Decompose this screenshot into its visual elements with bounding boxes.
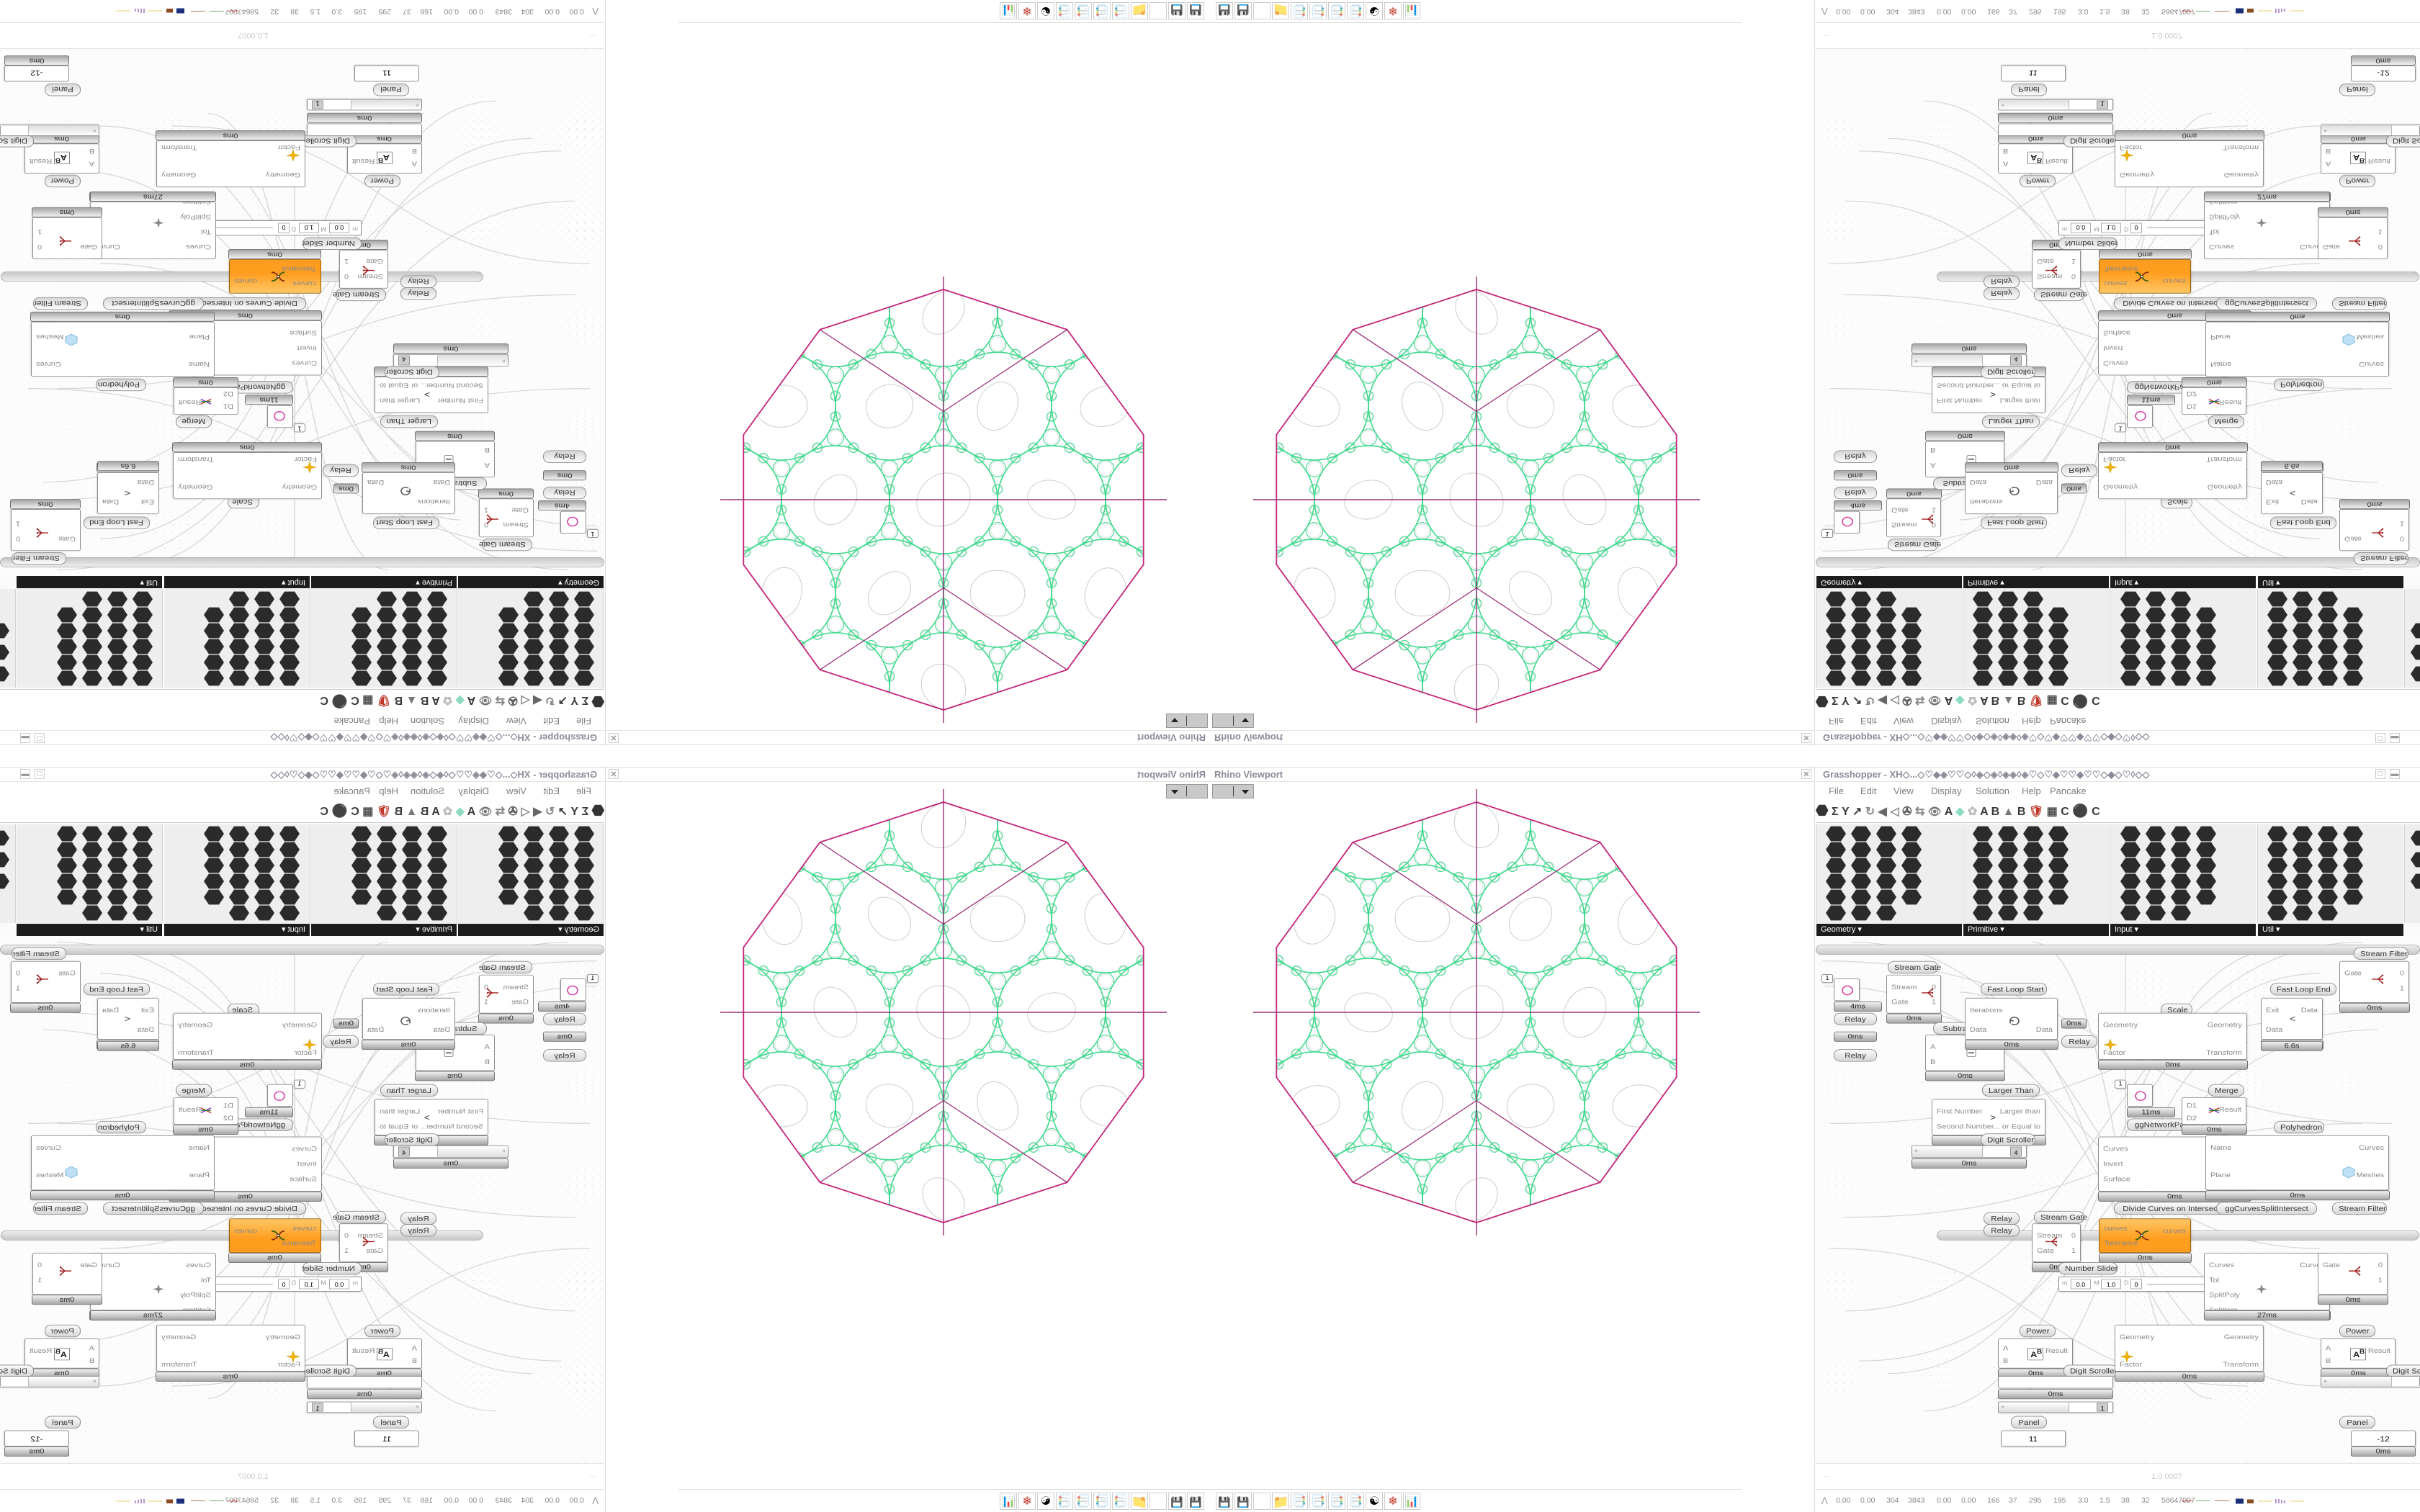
svg-text:B: B: [378, 157, 383, 163]
svg-text:>: >: [1990, 390, 1996, 400]
svg-text:A: A: [382, 153, 390, 162]
svg-text:<: <: [125, 488, 130, 498]
svg-text:B: B: [55, 157, 60, 163]
svg-text:<: <: [2290, 488, 2295, 498]
svg-text:A: A: [60, 153, 67, 162]
svg-text:B: B: [2360, 157, 2365, 163]
svg-text:B: B: [2037, 157, 2042, 163]
svg-text:>: >: [424, 390, 430, 400]
